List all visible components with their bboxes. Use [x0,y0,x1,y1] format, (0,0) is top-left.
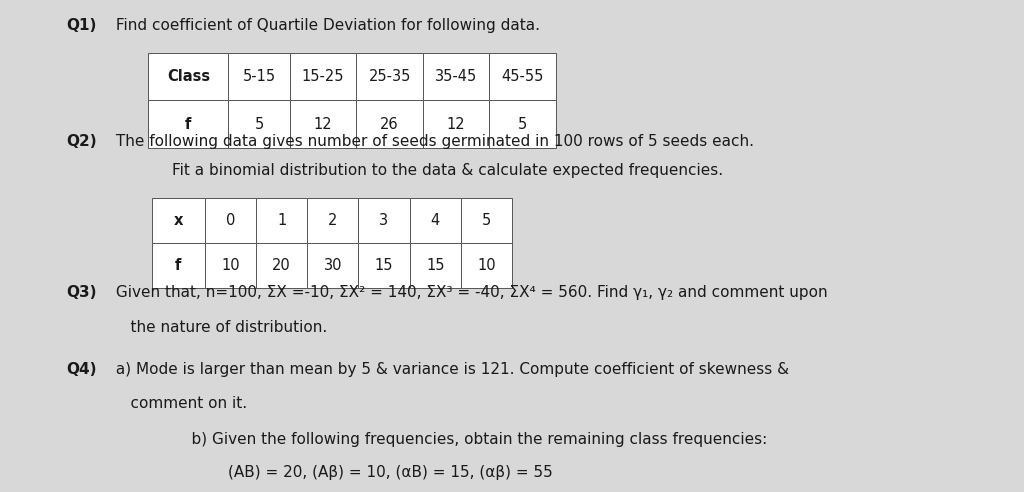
Text: comment on it.: comment on it. [111,396,247,411]
Text: 15-25: 15-25 [302,69,344,84]
Text: 45-55: 45-55 [502,69,544,84]
FancyBboxPatch shape [423,100,489,148]
FancyBboxPatch shape [307,198,358,243]
FancyBboxPatch shape [410,198,461,243]
FancyBboxPatch shape [290,53,356,100]
Text: 35-45: 35-45 [435,69,477,84]
FancyBboxPatch shape [205,243,256,288]
Text: 0: 0 [225,213,236,228]
Text: 26: 26 [380,117,399,132]
Text: 25-35: 25-35 [369,69,411,84]
Text: b) Given the following frequencies, obtain the remaining class frequencies:: b) Given the following frequencies, obta… [172,432,767,447]
FancyBboxPatch shape [489,53,556,100]
Text: 30: 30 [324,258,342,273]
FancyBboxPatch shape [358,198,410,243]
Text: 5: 5 [518,117,527,132]
Text: a) Mode is larger than mean by 5 & variance is 121. Compute coefficient of skewn: a) Mode is larger than mean by 5 & varia… [111,362,788,376]
FancyBboxPatch shape [228,53,290,100]
FancyBboxPatch shape [461,243,512,288]
FancyBboxPatch shape [358,243,410,288]
Text: Q3): Q3) [67,285,97,300]
FancyBboxPatch shape [256,198,307,243]
Text: the nature of distribution.: the nature of distribution. [111,320,327,335]
FancyBboxPatch shape [489,100,556,148]
FancyBboxPatch shape [290,100,356,148]
FancyBboxPatch shape [307,243,358,288]
Text: 12: 12 [446,117,466,132]
Text: 5: 5 [481,213,492,228]
Text: 10: 10 [477,258,496,273]
FancyBboxPatch shape [205,198,256,243]
Text: Find coefficient of Quartile Deviation for following data.: Find coefficient of Quartile Deviation f… [111,18,540,33]
FancyBboxPatch shape [410,243,461,288]
FancyBboxPatch shape [152,243,205,288]
Text: f: f [175,258,181,273]
FancyBboxPatch shape [256,243,307,288]
Text: 15: 15 [375,258,393,273]
FancyBboxPatch shape [148,53,228,100]
FancyBboxPatch shape [461,198,512,243]
FancyBboxPatch shape [152,198,205,243]
FancyBboxPatch shape [423,53,489,100]
Text: Given that, n=100, ΣX =-10, ΣX² = 140, ΣX³ = -40, ΣX⁴ = 560. Find γ₁, γ₂ and com: Given that, n=100, ΣX =-10, ΣX² = 140, Σ… [111,285,827,300]
FancyBboxPatch shape [356,100,423,148]
Text: 10: 10 [221,258,240,273]
Text: 4: 4 [430,213,440,228]
Text: Fit a binomial distribution to the data & calculate expected frequencies.: Fit a binomial distribution to the data … [172,163,723,178]
Text: 12: 12 [313,117,333,132]
Text: The following data gives number of seeds germinated in 100 rows of 5 seeds each.: The following data gives number of seeds… [111,134,754,149]
FancyBboxPatch shape [148,100,228,148]
FancyBboxPatch shape [228,100,290,148]
Text: Class: Class [167,69,210,84]
Text: 15: 15 [426,258,444,273]
Text: x: x [173,213,183,228]
Text: Q4): Q4) [67,362,97,376]
Text: 3: 3 [380,213,388,228]
Text: 1: 1 [276,213,287,228]
Text: 2: 2 [328,213,338,228]
Text: Q1): Q1) [67,18,97,33]
Text: (AB) = 20, (Aβ) = 10, (αB) = 15, (αβ) = 55: (AB) = 20, (Aβ) = 10, (αB) = 15, (αβ) = … [189,465,553,480]
Text: 5-15: 5-15 [243,69,275,84]
Text: f: f [185,117,191,132]
Text: 5: 5 [254,117,264,132]
Text: Q2): Q2) [67,134,97,149]
Text: 20: 20 [272,258,291,273]
FancyBboxPatch shape [356,53,423,100]
